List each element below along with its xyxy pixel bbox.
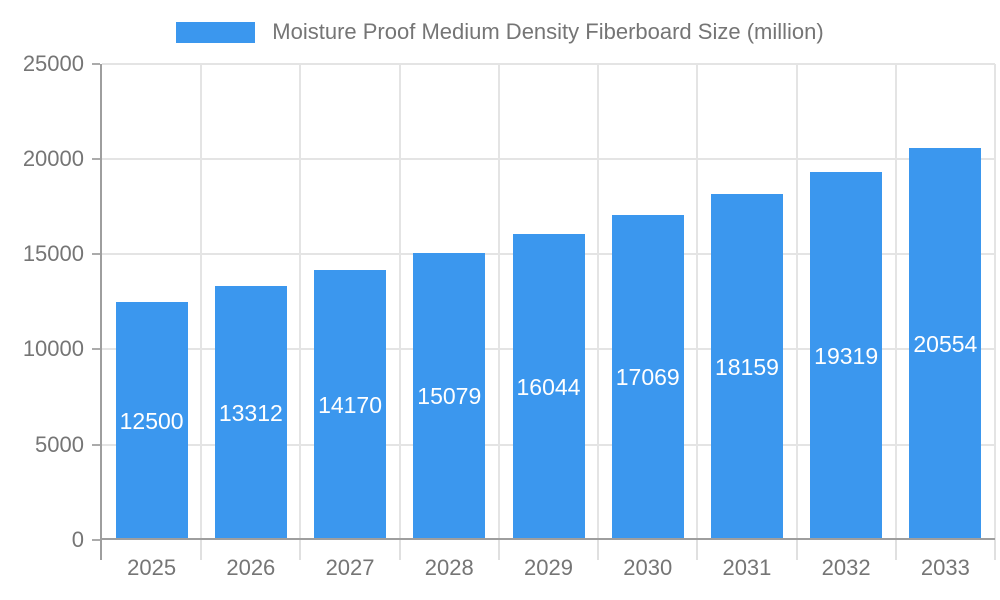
y-axis-label: 10000 — [22, 336, 84, 362]
x-axis-label: 2028 — [424, 555, 474, 580]
x-gridline — [894, 63, 897, 540]
x-gridline — [497, 63, 500, 540]
legend-label: Moisture Proof Medium Density Fiberboard… — [272, 19, 824, 44]
y-axis-tick — [92, 539, 100, 541]
bar-2026[interactable] — [214, 286, 287, 540]
legend-swatch — [176, 21, 256, 43]
x-gridline — [299, 63, 302, 540]
bar-value-label: 12500 — [119, 407, 184, 434]
bar-2029[interactable] — [512, 234, 585, 540]
bar-value-label: 20554 — [913, 331, 978, 358]
y-axis-label: 0 — [71, 527, 84, 552]
y-axis-label: 5000 — [35, 431, 84, 457]
x-axis-label: 2030 — [623, 555, 673, 580]
y-gridline — [102, 157, 995, 160]
bar-value-label: 14170 — [318, 391, 383, 418]
bar-value-label: 13312 — [218, 400, 283, 427]
x-axis-label: 2032 — [821, 555, 871, 580]
x-axis-label: 2026 — [226, 555, 276, 580]
bar-2030[interactable] — [611, 214, 684, 540]
y-axis-tick — [92, 253, 100, 256]
x-gridline — [597, 63, 600, 540]
bar-2025[interactable] — [115, 301, 188, 540]
y-axis-tick — [92, 348, 100, 351]
bar-2032[interactable] — [810, 171, 883, 540]
y-axis-tick — [92, 157, 100, 160]
bar-2028[interactable] — [413, 252, 486, 540]
y-gridline — [102, 62, 995, 65]
x-axis-label: 2031 — [722, 555, 772, 580]
x-axis-label: 2029 — [524, 555, 573, 580]
bar-value-label: 19319 — [814, 342, 879, 369]
x-axis-label: 2033 — [920, 555, 970, 580]
y-axis-label: 20000 — [22, 145, 84, 171]
bar-2027[interactable] — [314, 269, 387, 540]
legend[interactable]: Moisture Proof Medium Density Fiberboard… — [0, 18, 1000, 46]
bar-value-label: 17069 — [615, 364, 680, 391]
y-axis-label: 15000 — [22, 241, 84, 267]
bar-2033[interactable] — [909, 148, 982, 540]
bar-value-label: 16044 — [516, 374, 581, 401]
x-gridline — [696, 63, 699, 540]
x-axis-label: 2025 — [127, 555, 177, 580]
bar-2031[interactable] — [710, 193, 783, 540]
y-axis-tick — [92, 62, 100, 65]
y-axis-line — [100, 63, 102, 560]
y-axis-label: 25000 — [22, 50, 84, 76]
y-axis-tick — [92, 443, 100, 446]
x-gridline — [994, 63, 996, 540]
x-gridline — [200, 63, 203, 540]
x-gridline — [398, 63, 401, 540]
x-axis-label: 2027 — [325, 555, 375, 580]
x-gridline — [795, 63, 798, 540]
bar-value-label: 18159 — [714, 353, 779, 380]
bar-value-label: 15079 — [417, 383, 482, 410]
